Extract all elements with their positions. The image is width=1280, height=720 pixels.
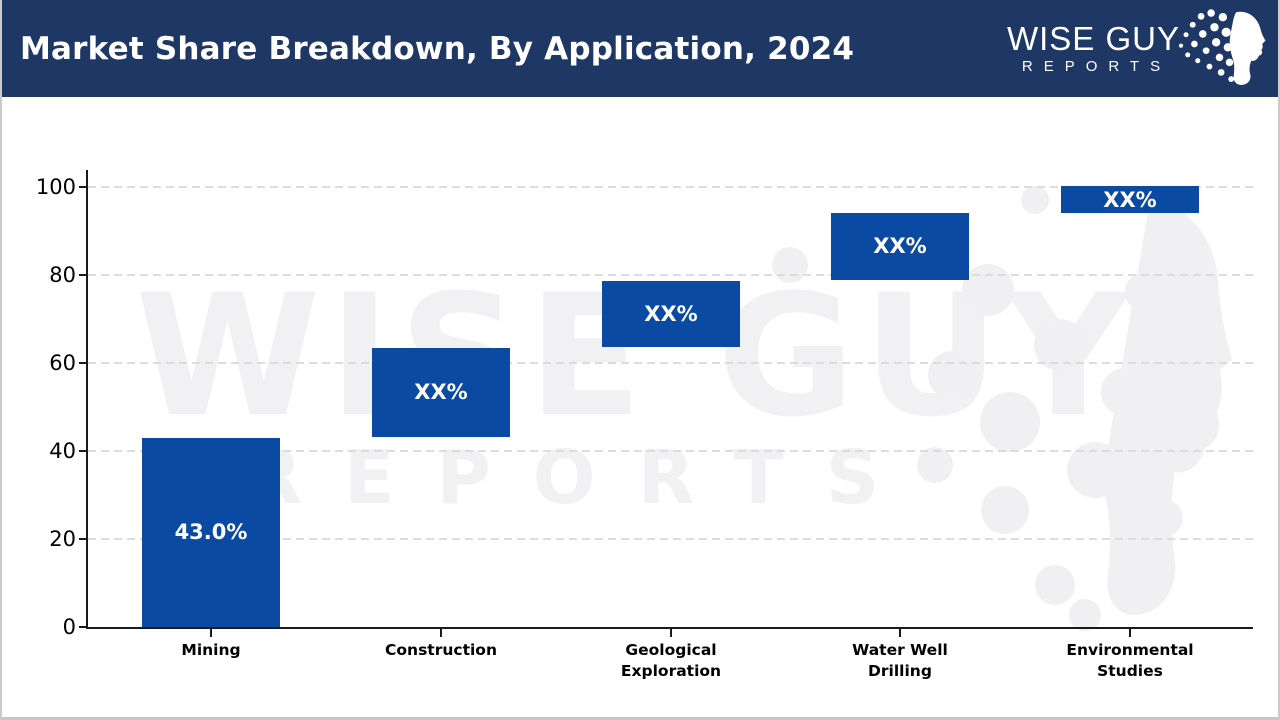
y-tick-label: 80 bbox=[49, 263, 76, 287]
y-tickmark bbox=[79, 362, 88, 364]
y-tickmark bbox=[79, 538, 88, 540]
y-tick-label: 60 bbox=[49, 351, 76, 375]
brand-subtitle: REPORTS bbox=[1021, 57, 1172, 75]
x-category-label: Environmental Studies bbox=[1066, 641, 1194, 680]
waterfall-bar: XX% bbox=[602, 281, 740, 348]
y-tickmark bbox=[79, 626, 88, 628]
x-category-label: Mining bbox=[181, 641, 241, 659]
x-category-label: Water Well Drilling bbox=[852, 641, 948, 680]
y-gridline bbox=[88, 274, 1253, 276]
brand-name: WISE GUY bbox=[1006, 19, 1180, 57]
x-tickmark bbox=[670, 629, 672, 637]
y-tick-label: 20 bbox=[49, 527, 76, 551]
bar-value-label: XX% bbox=[873, 234, 927, 259]
x-tickmark bbox=[899, 629, 901, 637]
y-gridline bbox=[88, 186, 1253, 188]
x-tickmark bbox=[440, 629, 442, 637]
bar-value-label: XX% bbox=[644, 302, 698, 327]
x-tickmark bbox=[210, 629, 212, 637]
x-category-label: Geological Exploration bbox=[620, 641, 722, 680]
waterfall-bar: 43.0% bbox=[142, 437, 280, 627]
bar-value-label: XX% bbox=[1103, 187, 1157, 212]
y-tickmark bbox=[79, 186, 88, 188]
y-tick-label: 0 bbox=[62, 615, 76, 639]
x-category-label: Construction bbox=[385, 641, 497, 659]
y-tickmark bbox=[79, 450, 88, 452]
waterfall-bar: XX% bbox=[372, 348, 510, 437]
x-tickmark bbox=[1129, 629, 1131, 637]
waterfall-bar: XX% bbox=[1061, 186, 1199, 213]
y-tick-label: 100 bbox=[35, 175, 76, 199]
bar-value-label: XX% bbox=[414, 380, 468, 405]
waterfall-bar: XX% bbox=[831, 212, 969, 280]
app-header: Market Share Breakdown, By Application, … bbox=[0, 0, 1280, 97]
brand-logo-text: WISE GUY REPORTS bbox=[1006, 19, 1180, 76]
chart-title: Market Share Breakdown, By Application, … bbox=[20, 30, 855, 67]
y-axis-line bbox=[86, 170, 88, 629]
y-gridline bbox=[88, 450, 1253, 452]
dotted-head-logo-icon bbox=[1178, 8, 1266, 85]
y-gridline bbox=[88, 362, 1253, 364]
y-gridline bbox=[88, 538, 1253, 540]
bar-value-label: 43.0% bbox=[174, 520, 248, 545]
brand-logo: WISE GUY REPORTS bbox=[1007, 0, 1268, 97]
y-tick-label: 40 bbox=[49, 439, 76, 463]
y-tickmark bbox=[79, 274, 88, 276]
x-axis-line bbox=[86, 627, 1253, 629]
